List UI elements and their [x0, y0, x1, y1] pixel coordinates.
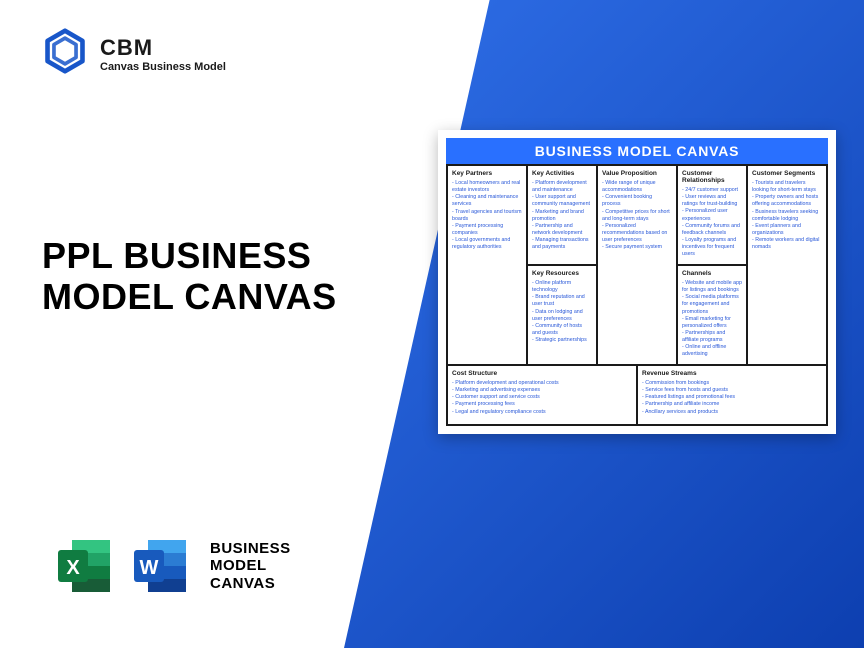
- bottom-label-line-2: MODEL: [210, 557, 267, 574]
- bottom-label: BUSINESS MODEL CANVAS: [210, 540, 291, 592]
- bottom-label-line-1: BUSINESS: [210, 540, 291, 557]
- list-key-activities: Platform development and maintenanceUser…: [532, 180, 592, 251]
- page-title: PPL BUSINESS MODEL CANVAS: [42, 235, 337, 318]
- svg-text:X: X: [66, 557, 80, 579]
- list-key-resources: Online platform technologyBrand reputati…: [532, 280, 592, 344]
- head-value-proposition: Value Proposition: [602, 170, 672, 177]
- heading-line-1: PPL BUSINESS: [42, 235, 311, 276]
- cell-key-activities: Key Activities Platform development and …: [527, 165, 597, 265]
- svg-text:W: W: [140, 557, 159, 579]
- cell-key-partners: Key Partners Local homeowners and real e…: [447, 165, 527, 365]
- bmc-title: BUSINESS MODEL CANVAS: [446, 138, 828, 164]
- list-key-partners: Local homeowners and real estate investo…: [452, 180, 522, 251]
- list-revenue-streams: Commission from bookingsService fees fro…: [642, 380, 822, 416]
- head-key-partners: Key Partners: [452, 170, 522, 177]
- cell-channels: Channels Website and mobile app for list…: [677, 265, 747, 365]
- list-customer-segments: Tourists and travelers looking for short…: [752, 180, 822, 251]
- file-format-icons: X W BUSINESS MODEL CANVAS: [52, 534, 291, 598]
- bmc-card: BUSINESS MODEL CANVAS Key Partners Local…: [438, 130, 836, 434]
- head-revenue-streams: Revenue Streams: [642, 370, 822, 377]
- list-value-proposition: Wide range of unique accommodationsConve…: [602, 180, 672, 251]
- bmc-grid: Key Partners Local homeowners and real e…: [446, 164, 828, 426]
- word-icon: W: [128, 534, 192, 598]
- excel-icon: X: [52, 534, 116, 598]
- list-cost-structure: Platform development and operational cos…: [452, 380, 632, 416]
- bottom-label-line-3: CANVAS: [210, 575, 275, 592]
- heading-line-2: MODEL CANVAS: [42, 276, 337, 317]
- logo-title: CBM: [100, 35, 226, 61]
- head-key-resources: Key Resources: [532, 270, 592, 277]
- list-channels: Website and mobile app for listings and …: [682, 280, 742, 359]
- cell-revenue-streams: Revenue Streams Commission from bookings…: [637, 365, 827, 425]
- cell-customer-relationships: Customer Relationships 24/7 customer sup…: [677, 165, 747, 265]
- head-cost-structure: Cost Structure: [452, 370, 632, 377]
- logo-subtitle: Canvas Business Model: [100, 61, 226, 73]
- cell-cost-structure: Cost Structure Platform development and …: [447, 365, 637, 425]
- head-key-activities: Key Activities: [532, 170, 592, 177]
- cell-value-proposition: Value Proposition Wide range of unique a…: [597, 165, 677, 365]
- head-customer-segments: Customer Segments: [752, 170, 822, 177]
- list-customer-relationships: 24/7 customer supportUser reviews and ra…: [682, 187, 742, 258]
- cell-key-resources: Key Resources Online platform technology…: [527, 265, 597, 365]
- cell-customer-segments: Customer Segments Tourists and travelers…: [747, 165, 827, 365]
- head-channels: Channels: [682, 270, 742, 277]
- head-customer-relationships: Customer Relationships: [682, 170, 742, 184]
- brand-logo-block: CBM Canvas Business Model: [42, 28, 226, 79]
- hex-logo-icon: [42, 28, 88, 79]
